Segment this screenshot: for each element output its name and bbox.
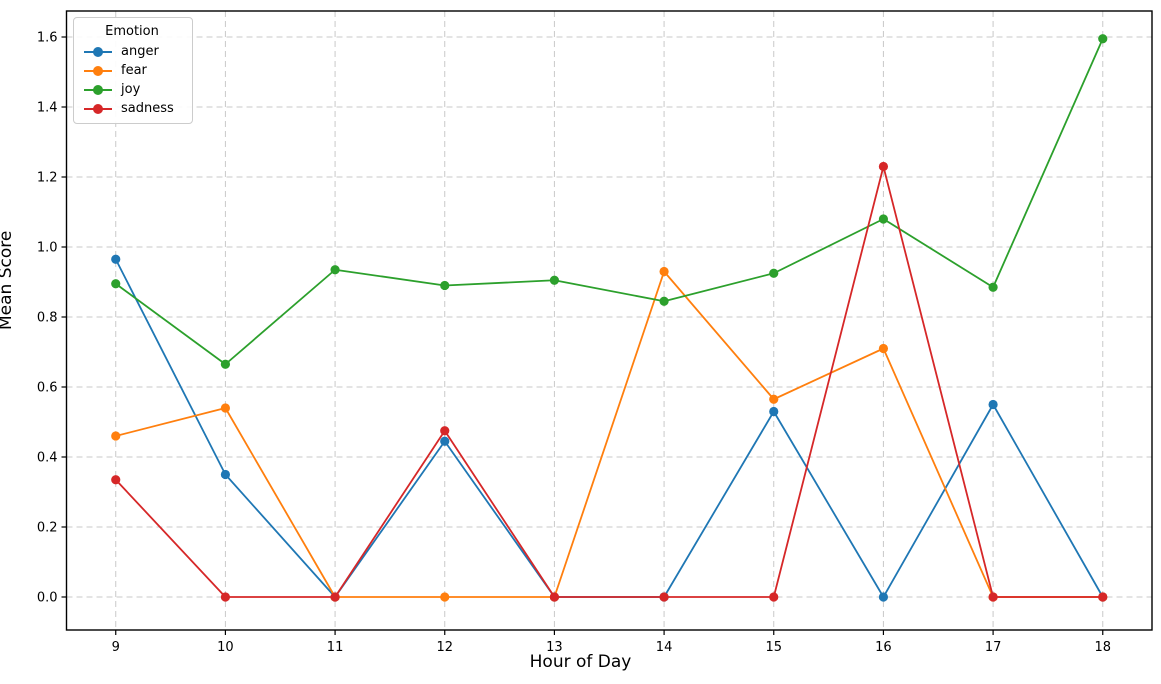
x-tick-label: 10: [217, 640, 234, 655]
x-tick-label: 14: [656, 640, 673, 655]
legend-line-marker-icon: [84, 84, 112, 96]
data-point-sadness: [878, 161, 889, 172]
legend-item-anger: anger: [84, 45, 180, 58]
legend-line-marker-icon: [84, 46, 112, 58]
data-point-joy: [220, 359, 231, 369]
x-tick-label: 11: [327, 640, 344, 655]
data-point-joy: [549, 275, 560, 285]
y-tick-label: 0.6: [37, 380, 58, 395]
data-point-fear: [769, 394, 779, 404]
legend-item-sadness: sadness: [84, 102, 180, 115]
x-tick-label: 17: [985, 640, 1002, 655]
x-tick-label: 15: [765, 640, 782, 655]
x-tick-label: 9: [112, 640, 120, 655]
data-point-fear: [111, 431, 121, 441]
legend-line-marker-icon: [84, 103, 112, 115]
axis-ticks: 9 10 11 12 13 14 15 16 17 18 0.0 0.2 0.4 0.6 0.8 1.0 1.2…: [37, 31, 1111, 655]
data-point-anger: [220, 469, 231, 480]
legend-label: joy: [121, 82, 141, 97]
data-point-sadness: [988, 592, 998, 602]
y-axis-title: Mean Score: [0, 230, 16, 330]
data-point-joy: [878, 214, 889, 224]
data-point-anger: [440, 436, 450, 446]
series-sadness: [111, 161, 1108, 602]
plot-border: [65, 10, 1153, 631]
data-point-joy: [111, 279, 121, 289]
x-tick-label: 12: [436, 640, 453, 655]
data-point-anger: [878, 592, 889, 602]
series-line-joy: [114, 37, 1104, 366]
legend-items: anger fear joy sadness: [84, 45, 180, 115]
y-tick-label: 1.4: [37, 101, 58, 116]
data-point-fear: [659, 266, 669, 277]
data-point-fear: [220, 403, 231, 413]
data-point-sadness: [111, 475, 121, 485]
x-tick-label: 16: [875, 640, 892, 655]
data-point-joy: [440, 280, 450, 291]
legend: Emotion anger fear joy sadness: [73, 17, 193, 124]
gridlines: [66, 11, 1152, 630]
data-point-sadness: [549, 592, 560, 602]
data-point-anger: [769, 406, 779, 417]
y-tick-label: 0.0: [37, 590, 58, 605]
data-point-sadness: [220, 592, 231, 602]
y-tick-label: 0.2: [37, 520, 58, 535]
data-point-joy: [1098, 34, 1108, 44]
legend-item-fear: fear: [84, 64, 180, 77]
data-point-joy: [659, 296, 669, 306]
data-point-fear: [878, 343, 889, 354]
series-line-anger: [114, 258, 1104, 598]
x-tick-label: 18: [1094, 640, 1111, 655]
data-point-joy: [988, 282, 998, 292]
y-tick-label: 0.8: [37, 311, 58, 326]
data-point-anger: [988, 399, 998, 410]
y-tick-label: 1.2: [37, 171, 58, 186]
legend-label: fear: [121, 63, 147, 78]
series-line-sadness: [114, 165, 1104, 598]
data-point-sadness: [440, 426, 450, 436]
legend-title: Emotion: [105, 24, 159, 39]
legend-item-joy: joy: [84, 83, 180, 96]
x-tick-label: 13: [546, 640, 563, 655]
y-tick-label: 0.4: [37, 450, 58, 465]
legend-label: sadness: [121, 101, 174, 116]
data-point-sadness: [769, 592, 779, 602]
data-point-joy: [330, 265, 340, 275]
data-point-sadness: [1098, 592, 1108, 602]
data-point-anger: [111, 254, 121, 264]
series-line-fear: [114, 270, 1104, 598]
data-point-joy: [769, 268, 779, 278]
series-joy: [111, 34, 1108, 369]
y-tick-label: 1.0: [37, 241, 58, 256]
legend-line-marker-icon: [84, 65, 112, 77]
data-point-sadness: [330, 592, 340, 602]
y-tick-label: 1.6: [37, 31, 58, 46]
x-axis-title: Hour of Day: [529, 652, 632, 672]
series-anger: [111, 254, 1108, 602]
data-point-sadness: [659, 592, 669, 602]
data-point-fear: [440, 592, 450, 602]
legend-label: anger: [121, 44, 159, 59]
